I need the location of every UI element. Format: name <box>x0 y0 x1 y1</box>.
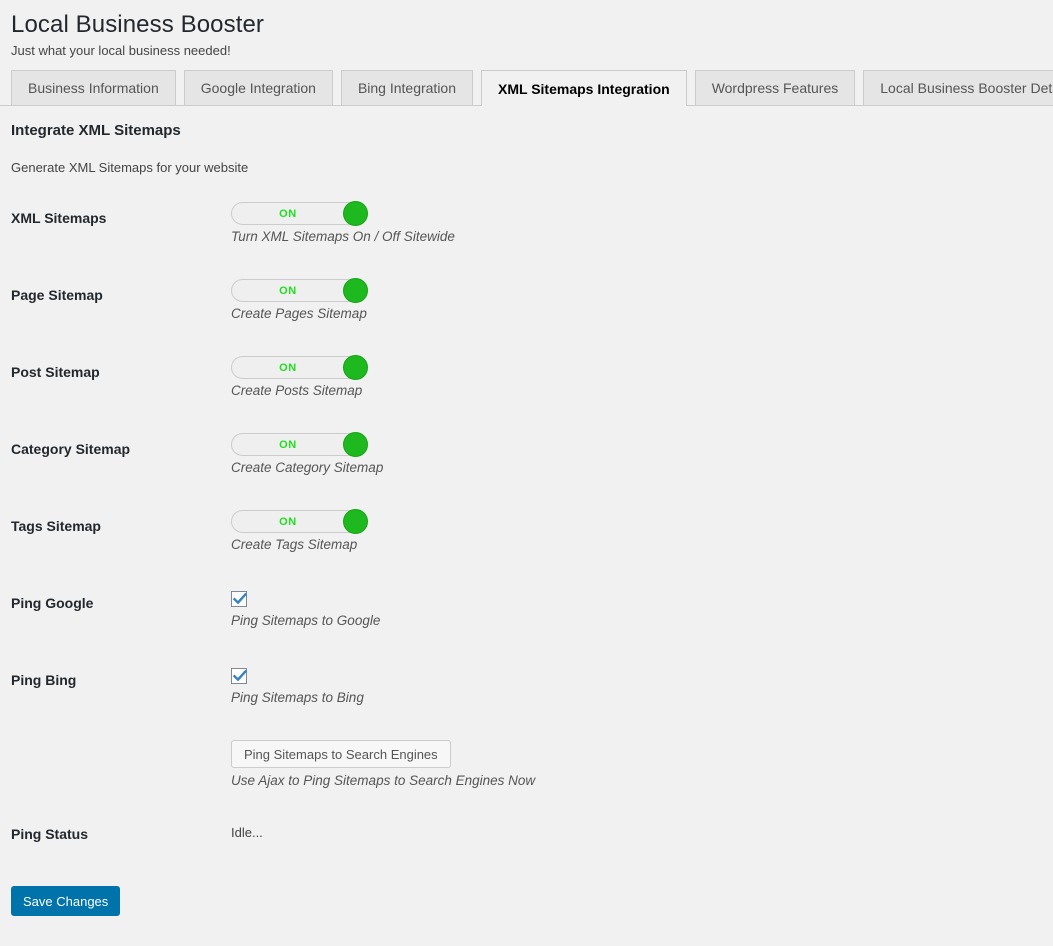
ping-search-engines-button[interactable]: Ping Sitemaps to Search Engines <box>231 740 451 768</box>
row-label: XML Sitemaps <box>11 210 107 226</box>
row-control: Ping Sitemaps to Search Engines <box>231 740 451 768</box>
ping-status-value: Idle... <box>231 825 263 840</box>
toggle-switch[interactable]: ON <box>231 201 368 226</box>
row-label: Post Sitemap <box>11 364 100 380</box>
row-label: Page Sitemap <box>11 287 103 303</box>
checkbox[interactable] <box>231 668 248 684</box>
tab-google-integration[interactable]: Google Integration <box>183 70 333 105</box>
toggle-state-label: ON <box>279 361 297 374</box>
toggle-knob[interactable] <box>343 509 368 534</box>
row-control: ON <box>231 432 368 457</box>
row-control: ON <box>231 355 368 380</box>
toggle-switch[interactable]: ON <box>231 509 368 534</box>
tab-bar: Business Information Google Integration Bi… <box>0 70 1053 106</box>
row-label: Ping Status <box>11 826 89 842</box>
section-description: Generate XML Sitemaps for your website <box>11 160 249 175</box>
toggle-knob[interactable] <box>343 355 368 380</box>
tab-business-information[interactable]: Business Information <box>11 70 176 105</box>
settings-row: Post Sitemap ON Create Posts Sitemap <box>0 350 1053 427</box>
row-control <box>231 591 248 607</box>
toggle-knob[interactable] <box>343 278 368 303</box>
settings-form: XML Sitemaps ON Turn XML Sitemaps On / Off… <box>0 196 1053 889</box>
tab-wordpress-features[interactable]: Wordpress Features <box>694 70 856 105</box>
settings-row: Ping Status Idle... <box>0 812 1053 889</box>
toggle-state-label: ON <box>279 207 297 220</box>
row-control: ON <box>231 509 368 534</box>
toggle-state-label: ON <box>279 515 297 528</box>
settings-row: Ping Google Ping Sitemaps to Google <box>0 581 1053 658</box>
row-description: Turn XML Sitemaps On / Off Sitewide <box>231 229 455 244</box>
row-control: ON <box>231 278 368 303</box>
row-label: Ping Bing <box>11 672 77 688</box>
toggle-knob[interactable] <box>343 201 368 226</box>
settings-row: Tags Sitemap ON Create Tags Sitemap <box>0 504 1053 581</box>
toggle-knob[interactable] <box>343 432 368 457</box>
settings-row: XML Sitemaps ON Turn XML Sitemaps On / Off… <box>0 196 1053 273</box>
tab-local-business-booster-details[interactable]: Local Business Booster Details <box>863 70 1053 105</box>
toggle-switch[interactable]: ON <box>231 432 368 457</box>
settings-row: Page Sitemap ON Create Pages Sitemap <box>0 273 1053 350</box>
checkbox[interactable] <box>231 591 248 607</box>
row-description: Ping Sitemaps to Bing <box>231 690 364 705</box>
toggle-state-label: ON <box>279 284 297 297</box>
row-description: Create Category Sitemap <box>231 460 384 475</box>
row-control <box>231 668 248 684</box>
save-changes-button[interactable]: Save Changes <box>11 886 121 916</box>
row-control: ON <box>231 201 368 226</box>
tab-xml-sitemaps-integration[interactable]: XML Sitemaps Integration <box>481 70 687 106</box>
settings-row: Ping Bing Ping Sitemaps to Bing <box>0 658 1053 735</box>
settings-row: Ping Sitemaps to Search Engines Use Ajax … <box>0 735 1053 812</box>
row-description: Create Pages Sitemap <box>231 306 367 321</box>
tab-bing-integration[interactable]: Bing Integration <box>340 70 474 105</box>
settings-row: Category Sitemap ON Create Category Sitema… <box>0 427 1053 504</box>
row-description: Ping Sitemaps to Google <box>231 613 381 628</box>
row-label: Ping Google <box>11 595 94 611</box>
toggle-switch[interactable]: ON <box>231 278 368 303</box>
row-label: Tags Sitemap <box>11 518 101 534</box>
section-title: Integrate XML Sitemaps <box>11 122 181 139</box>
row-label: Category Sitemap <box>11 441 131 457</box>
page-title: Local Business Booster <box>11 11 265 38</box>
row-control: Idle... <box>231 824 263 842</box>
row-description: Create Tags Sitemap <box>231 537 358 552</box>
row-description: Use Ajax to Ping Sitemaps to Search Engi… <box>231 773 536 788</box>
page-subtitle: Just what your local business needed! <box>11 43 231 58</box>
toggle-state-label: ON <box>279 438 297 451</box>
toggle-switch[interactable]: ON <box>231 355 368 380</box>
row-description: Create Posts Sitemap <box>231 383 363 398</box>
